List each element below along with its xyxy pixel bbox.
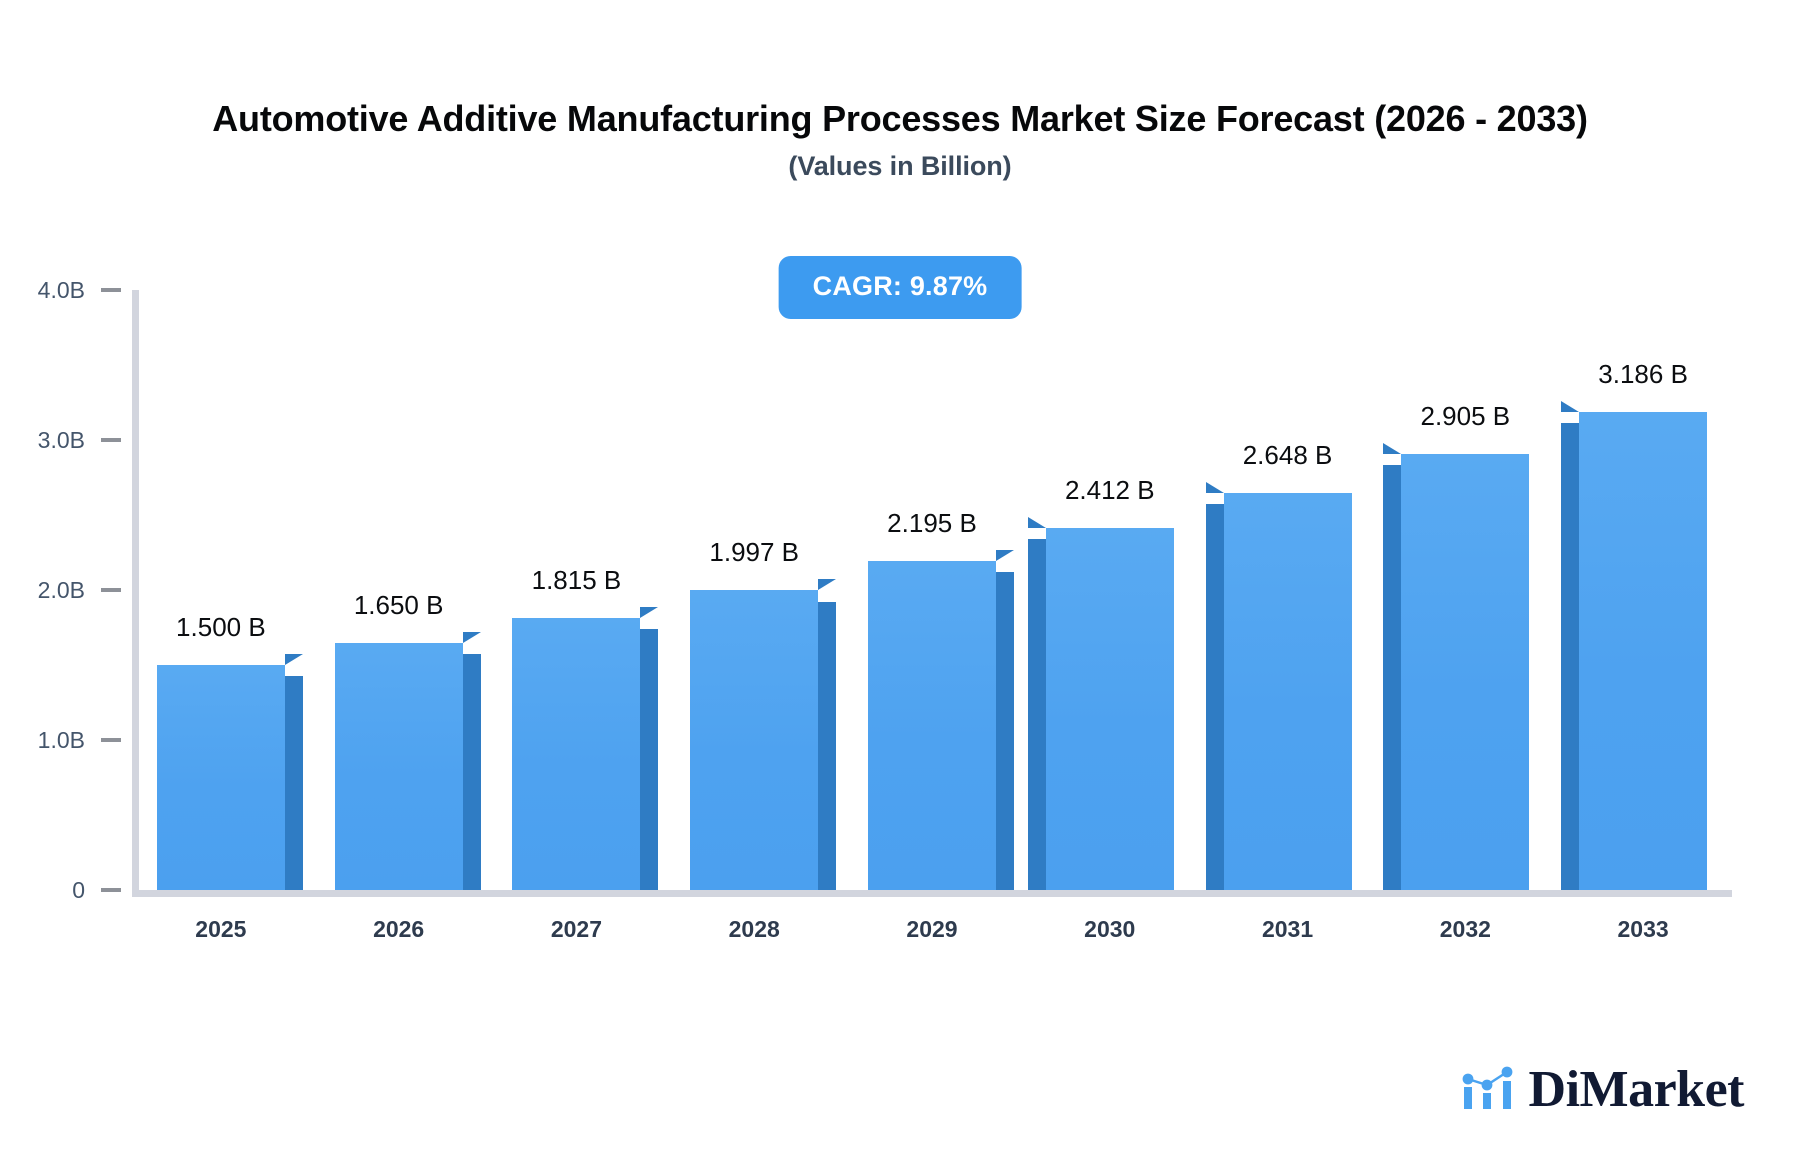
bar-front-face <box>1401 454 1530 890</box>
bar-value-label: 2.905 B <box>1420 401 1511 432</box>
bar-top-face <box>462 631 481 643</box>
x-axis-label: 2029 <box>906 916 958 942</box>
bar-top-face <box>1027 517 1046 529</box>
y-tick-mark <box>101 888 121 892</box>
bar-front-face <box>1223 492 1352 890</box>
bar-top-face <box>1205 481 1224 493</box>
bar-side-face <box>462 653 481 890</box>
bar-slot: 1.500 B <box>156 290 303 890</box>
bar-value-label: 2.195 B <box>887 507 977 538</box>
bar-value-label: 1.500 B <box>176 612 266 642</box>
y-tick-label: 0 <box>72 876 85 903</box>
bar-slot: 2.412 B <box>1027 290 1174 890</box>
y-tick-mark <box>101 738 121 742</box>
bar[interactable] <box>1027 517 1174 890</box>
bar-slot: 1.815 B <box>512 290 659 890</box>
bar[interactable] <box>334 631 481 890</box>
bar-value-label: 2.648 B <box>1242 439 1333 470</box>
x-axis-label: 2031 <box>1261 916 1314 942</box>
bar-front-face <box>334 642 463 890</box>
logo-mark-icon <box>1461 1065 1515 1116</box>
x-axis-label: 2033 <box>1617 916 1669 942</box>
bar-side-face <box>1027 539 1046 890</box>
bar-value-label: 1.815 B <box>531 564 622 595</box>
bar-top-face <box>996 549 1014 561</box>
bar-side-face <box>996 571 1014 890</box>
bar-top-face <box>1561 401 1580 413</box>
bar-value-label: 1.997 B <box>709 537 800 568</box>
y-tick-label: 3.0B <box>37 426 85 453</box>
bar-top-face <box>640 606 659 618</box>
bar-top-face <box>1383 443 1402 455</box>
bar-slot: 3.186 B <box>1561 290 1708 890</box>
bar-value-label: 3.186 B <box>1598 359 1688 390</box>
y-tick-label: 1.0B <box>37 726 85 753</box>
bar-value-label: 1.650 B <box>353 589 444 620</box>
chart-title: Automotive Additive Manufacturing Proces… <box>212 98 1588 139</box>
x-axis-line <box>132 890 1732 897</box>
bar-front-face <box>512 617 641 890</box>
bar[interactable] <box>512 606 659 890</box>
bar-slot: 2.648 B <box>1205 290 1352 890</box>
x-axis-label: 2030 <box>1084 916 1136 942</box>
y-axis-line <box>132 290 139 890</box>
bar-front-face <box>1579 412 1708 890</box>
bar-front-face <box>156 665 285 890</box>
logo-text: DiMarket <box>1528 1061 1745 1118</box>
bar[interactable] <box>1383 443 1530 890</box>
bar-slot: 1.997 B <box>690 290 837 890</box>
bar[interactable] <box>868 549 1014 890</box>
y-tick-label: 4.0B <box>37 276 85 303</box>
y-tick-mark <box>101 588 121 592</box>
bar-side-face <box>1383 465 1402 890</box>
bar-slot: 1.650 B <box>334 290 481 890</box>
x-axis-label: 2027 <box>550 916 603 942</box>
y-tick-mark <box>101 288 121 292</box>
bar-side-face <box>284 676 303 890</box>
bar[interactable] <box>156 654 303 890</box>
bar-side-face <box>1561 423 1580 890</box>
chart-subtitle: (Values in Billion) <box>788 151 1012 182</box>
x-axis-label: 2026 <box>373 916 425 942</box>
x-axis-label: 2032 <box>1439 916 1491 942</box>
bar-front-face <box>690 590 819 890</box>
bar-series: 1.500 B 1.650 B 1.815 B 1.997 B 2.195 B 2.412… <box>132 290 1732 890</box>
bar-front-face <box>1045 528 1174 890</box>
bar-side-face <box>640 628 659 890</box>
bar-slot: 2.195 B <box>868 290 1014 890</box>
bar-value-label: 2.412 B <box>1064 475 1155 506</box>
chart-header: Automotive Additive Manufacturing Proces… <box>0 98 1800 182</box>
y-tick-label: 2.0B <box>37 576 85 603</box>
bar-top-face <box>818 579 837 591</box>
x-axis-label: 2025 <box>195 916 247 942</box>
bar-front-face <box>868 560 996 890</box>
bar[interactable] <box>1205 481 1352 890</box>
bar-side-face <box>1205 503 1224 890</box>
bar[interactable] <box>1561 401 1708 890</box>
y-tick-mark <box>101 438 121 442</box>
bar-side-face <box>818 601 837 890</box>
x-axis-label: 2028 <box>728 916 780 942</box>
cagr-badge: CAGR: 9.87% <box>778 256 1022 319</box>
bar-top-face <box>284 654 303 665</box>
bar[interactable] <box>690 579 837 890</box>
dimarket-logo: DiMarket <box>1461 1061 1745 1118</box>
bar-slot: 2.905 B <box>1383 290 1530 890</box>
